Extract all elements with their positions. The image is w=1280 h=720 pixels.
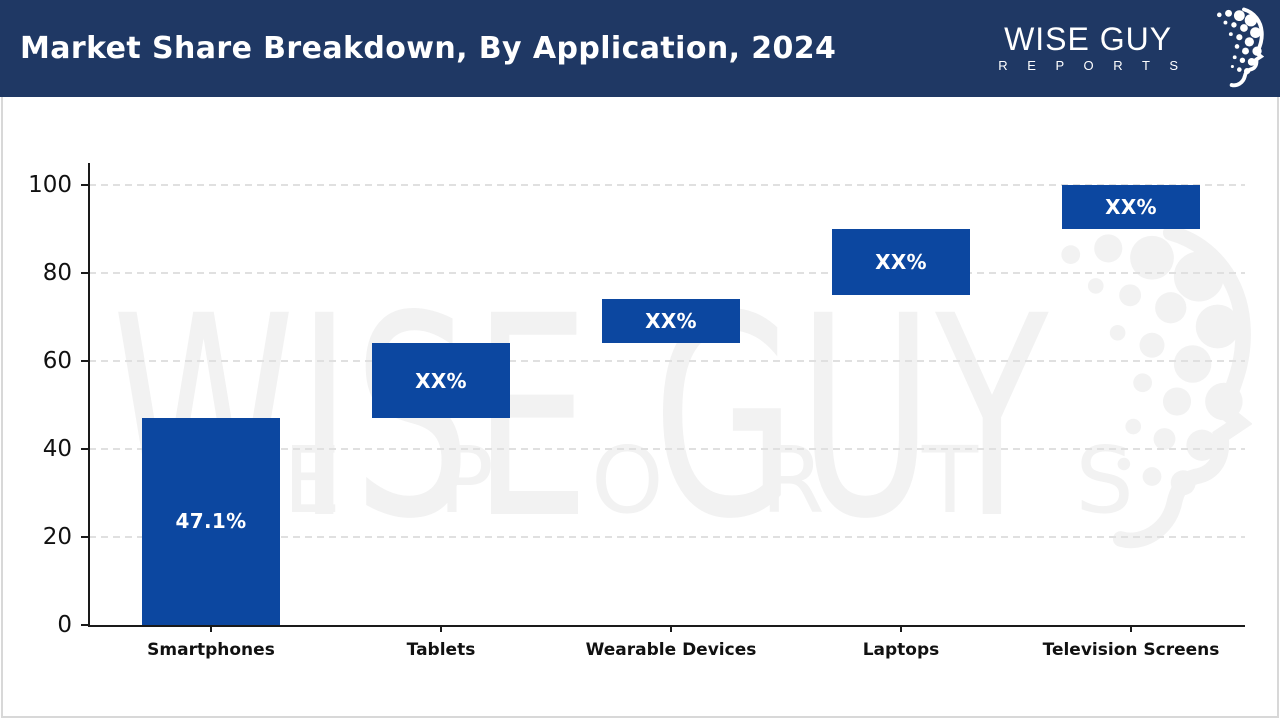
- logo-wordmark-line1: WISE GUY: [1004, 20, 1173, 57]
- header-bar: Market Share Breakdown, By Application, …: [0, 0, 1280, 97]
- wise-guy-reports-logo: WISE GUY R E P O R T S: [990, 5, 1264, 91]
- bar-value-label-laptops: XX%: [875, 250, 927, 274]
- bar-value-label-tablets: XX%: [415, 368, 467, 393]
- x-category-label-tablets: Tablets: [406, 640, 476, 660]
- x-category-label-wearable-devices: Wearable Devices: [585, 640, 757, 660]
- page-title: Market Share Breakdown, By Application, …: [20, 31, 837, 66]
- bar-value-label-wearable-devices: XX%: [645, 309, 697, 334]
- y-tick-40: [81, 448, 88, 450]
- x-axis-line: [88, 625, 1245, 627]
- x-tick-wearable-devices: [670, 625, 672, 632]
- gridline-y100: [89, 184, 1245, 186]
- bar-smartphones: 47.1%: [142, 417, 280, 625]
- x-tick-smartphones: [210, 625, 212, 632]
- y-tick-label-80: 80: [42, 260, 72, 286]
- logo-wordmark-line2: R E P O R T S: [998, 58, 1186, 74]
- bar-television-screens: XX%: [1062, 185, 1200, 229]
- y-tick-label-100: 100: [28, 172, 72, 198]
- x-category-label-smartphones: Smartphones: [147, 640, 275, 660]
- x-tick-tablets: [440, 625, 442, 632]
- y-tick-label-0: 0: [57, 612, 72, 638]
- gridline-y20: [89, 536, 1245, 538]
- bar-value-label-smartphones: 47.1%: [175, 509, 247, 534]
- y-tick-label-40: 40: [42, 436, 72, 462]
- logo-wordmark: WISE GUY R E P O R T S: [990, 20, 1186, 74]
- bar-laptops: XX%: [832, 229, 970, 295]
- bar-value-label-television-screens: XX%: [1105, 195, 1157, 219]
- bar-wearable-devices: XX%: [602, 299, 740, 344]
- chart-area: WISE GUY E P O R T S 0 20 40 60 80 100 4: [0, 97, 1280, 720]
- x-category-label-laptops: Laptops: [862, 640, 940, 660]
- x-category-label-television-screens: Television Screens: [1042, 640, 1220, 660]
- x-tick-television-screens: [1130, 625, 1132, 632]
- y-tick-label-60: 60: [42, 348, 72, 374]
- watermark-head-icon: [1061, 224, 1252, 549]
- y-tick-20: [81, 536, 88, 538]
- gridline-y40: [89, 448, 1245, 450]
- x-tick-laptops: [900, 625, 902, 632]
- y-axis-line: [88, 163, 90, 627]
- y-tick-60: [81, 360, 88, 362]
- gridline-y60: [89, 360, 1245, 362]
- y-tick-100: [81, 184, 88, 186]
- bar-tablets: XX%: [372, 343, 510, 418]
- y-tick-80: [81, 272, 88, 274]
- gridline-y80: [89, 272, 1245, 274]
- logo-head-icon: [1216, 7, 1264, 88]
- y-tick-0: [81, 624, 88, 626]
- y-tick-label-20: 20: [42, 524, 72, 550]
